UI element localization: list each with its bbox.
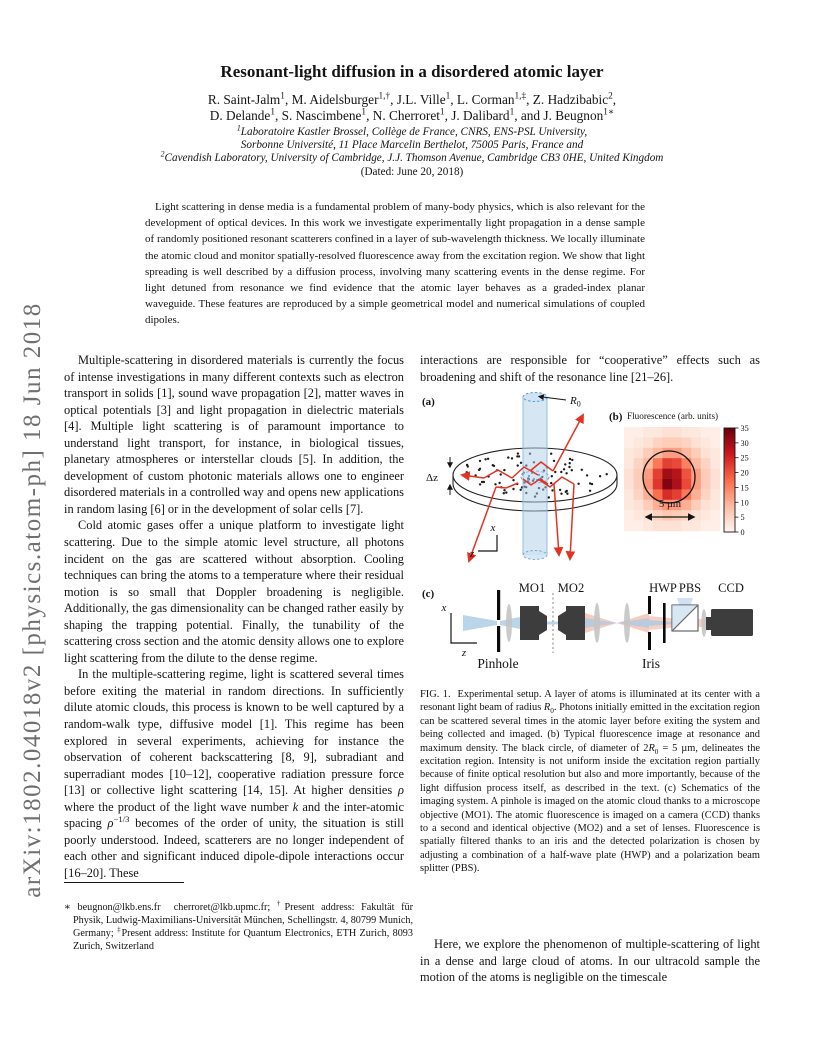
abstract: Light scattering in dense media is a fun…: [145, 199, 645, 329]
abstract-text: Light scattering in dense media is a fun…: [145, 201, 645, 327]
date-line: (Dated: June 20, 2018): [360, 166, 464, 178]
footnote-rule: [64, 882, 184, 883]
author-list: R. Saint-Jalm1, M. Aidelsburger1,†, J.L.…: [64, 92, 760, 124]
body-paragraph-5: Here, we explore the phenomenon of multi…: [420, 937, 760, 985]
panel-c-axes: x z: [441, 602, 477, 659]
authors-line-1: R. Saint-Jalm1, M. Aidelsburger1,†, J.L.…: [207, 91, 617, 107]
panel-b-fluorescence: (b) Fluorescence (arb. units) 5 µm 35 30 2…: [609, 411, 749, 537]
excitation-circle-overlay: [642, 450, 696, 504]
lens-2: [594, 603, 600, 643]
figure-1-caption: FIG. 1. Experimental setup. A layer of a…: [420, 689, 761, 875]
affiliations: 1Laboratoire Kastler Brossel, Collège de…: [64, 123, 760, 166]
laser-beam-cylinder: [522, 392, 548, 560]
left-column: Multiple-scattering in disordered materi…: [64, 352, 404, 880]
panel-a-label: (a): [422, 396, 435, 408]
panel-c-label: (c): [422, 588, 435, 600]
panel-c-optical-setup: (c) x z: [422, 581, 753, 671]
lens-4: [701, 609, 707, 637]
affiliation-1b: Sorbonne Université, 11 Place Marcelin B…: [240, 139, 584, 152]
layer-thickness-label: Δz: [426, 472, 438, 484]
scattered-photon-arrows: [460, 413, 584, 563]
body-paragraph-1: Multiple-scattering in disordered materi…: [64, 353, 404, 516]
authors-line-2: D. Delande1, S. Nascimbene1, N. Cherrore…: [209, 107, 615, 123]
lens-1: [506, 604, 512, 642]
beam-radius-annotation: R0: [537, 394, 581, 409]
right-column-paragraph-0: interactions are responsible for “cooper…: [420, 352, 760, 385]
pbs-label: PBS: [679, 581, 701, 595]
lens-3: [624, 603, 630, 643]
iris-label: Iris: [642, 656, 660, 671]
scale-bar-label: 5 µm: [659, 499, 681, 510]
svg-text:30: 30: [741, 439, 749, 448]
fluorescence-heatmap: [624, 427, 721, 532]
right-column-paragraph-1: Here, we explore the phenomenon of multi…: [420, 936, 760, 986]
colorbar: 35 30 25 20 15 10 5 0: [723, 424, 749, 537]
panel-b-title: Fluorescence (arb. units): [627, 411, 718, 421]
beam-radius-label: R0: [569, 395, 581, 409]
svg-text:10: 10: [741, 498, 749, 507]
mo2-label: MO2: [558, 581, 584, 595]
body-paragraph-3: In the multiple-scattering regime, light…: [64, 667, 404, 880]
mo1-objective: [520, 606, 547, 640]
axis-x-label-c: x: [441, 602, 447, 614]
panel-b-label: (b): [609, 411, 623, 423]
mo1-label: MO1: [519, 581, 545, 595]
axis-x-label: x: [490, 522, 496, 534]
arxiv-watermark-text: arXiv:1802.04018v2 [physics.atom-ph] 18 …: [19, 302, 46, 898]
pbs-cube: [671, 604, 699, 632]
affiliation-2: 2Cavendish Laboratory, University of Cam…: [160, 149, 664, 165]
iris-stop: [648, 596, 651, 650]
svg-text:15: 15: [741, 483, 749, 492]
pinhole-bar: [497, 590, 501, 652]
affiliation-1: 1Laboratoire Kastler Brossel, Collège de…: [236, 123, 588, 138]
ccd-label: CCD: [718, 581, 744, 595]
body-paragraph-2: Cold atomic gases offer a unique platfor…: [64, 518, 404, 665]
excitation-beam: [463, 598, 693, 631]
svg-text:25: 25: [741, 454, 749, 463]
svg-text:5: 5: [741, 513, 745, 522]
hwp-label: HWP: [649, 581, 677, 595]
paper-title: Resonant-light diffusion in a disordered…: [220, 62, 604, 81]
figure-1: (a): [422, 392, 753, 671]
colorbar-ticks: 35 30 25 20 15 10 5 0: [735, 424, 749, 537]
body-paragraph-4: interactions are responsible for “cooper…: [420, 353, 760, 384]
scale-bar: 5 µm: [644, 499, 696, 521]
ccd-camera: [706, 609, 753, 636]
mo2-objective: [558, 606, 585, 640]
panel-a-schematic: (a): [422, 392, 618, 563]
hwp-plate: [663, 603, 666, 643]
pinhole-label: Pinhole: [477, 656, 518, 671]
svg-text:35: 35: [741, 424, 749, 433]
panel-a-axes: x z: [469, 522, 498, 560]
layer-thickness-annotation: Δz: [426, 457, 453, 495]
axis-z-label-c: z: [461, 647, 467, 659]
footnote: ∗ beugnon@lkb.ens.fr cherroret@lkb.upmc.…: [64, 899, 414, 952]
svg-text:0: 0: [741, 528, 745, 537]
axis-z-label: z: [469, 548, 475, 560]
svg-text:20: 20: [741, 469, 749, 478]
